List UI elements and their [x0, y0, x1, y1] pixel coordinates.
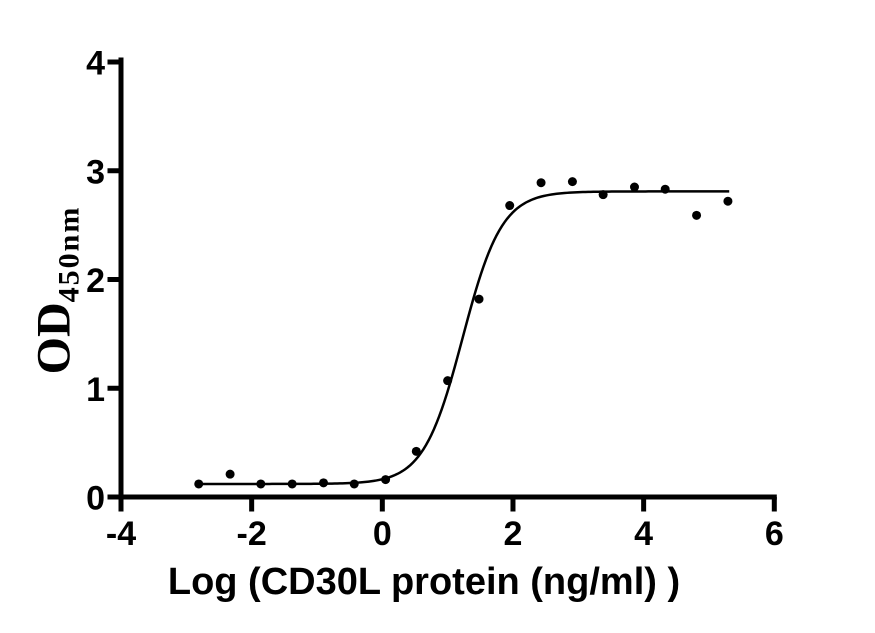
x-tick-label: -4 [106, 515, 136, 553]
data-point [598, 190, 608, 200]
data-point [194, 479, 204, 489]
y-axis-label-subscript: 450nm [52, 205, 86, 303]
x-tick-label: 2 [504, 515, 523, 553]
x-tick-label: 6 [765, 515, 784, 553]
data-point [536, 178, 546, 188]
data-point [225, 469, 235, 479]
y-axis-label: OD450nm [27, 206, 86, 375]
data-point [660, 184, 670, 194]
data-point [474, 294, 484, 304]
data-point [567, 177, 577, 187]
data-point [381, 475, 391, 485]
data-point [256, 479, 266, 489]
x-axis-label: Log (CD30L protein (ng/ml) ) [167, 561, 681, 603]
y-tick-label: 0 [86, 480, 105, 518]
data-point [505, 201, 515, 211]
data-point [443, 376, 453, 386]
x-tick-label: 4 [634, 515, 653, 553]
x-tick-label: 0 [373, 515, 392, 553]
y-tick-label: 2 [86, 262, 105, 300]
y-tick-label: 3 [86, 153, 105, 191]
y-tick-label: 4 [86, 45, 105, 83]
fit-curve [198, 190, 730, 486]
data-point [287, 479, 297, 489]
data-point [319, 478, 329, 488]
y-axis-label-main: OD [27, 302, 81, 375]
data-point [349, 479, 359, 489]
data-point [411, 446, 421, 456]
data-point [629, 182, 639, 192]
data-point [692, 210, 702, 220]
data-point [723, 196, 733, 206]
y-tick-label: 1 [86, 371, 105, 409]
x-tick-label: -2 [237, 515, 267, 553]
